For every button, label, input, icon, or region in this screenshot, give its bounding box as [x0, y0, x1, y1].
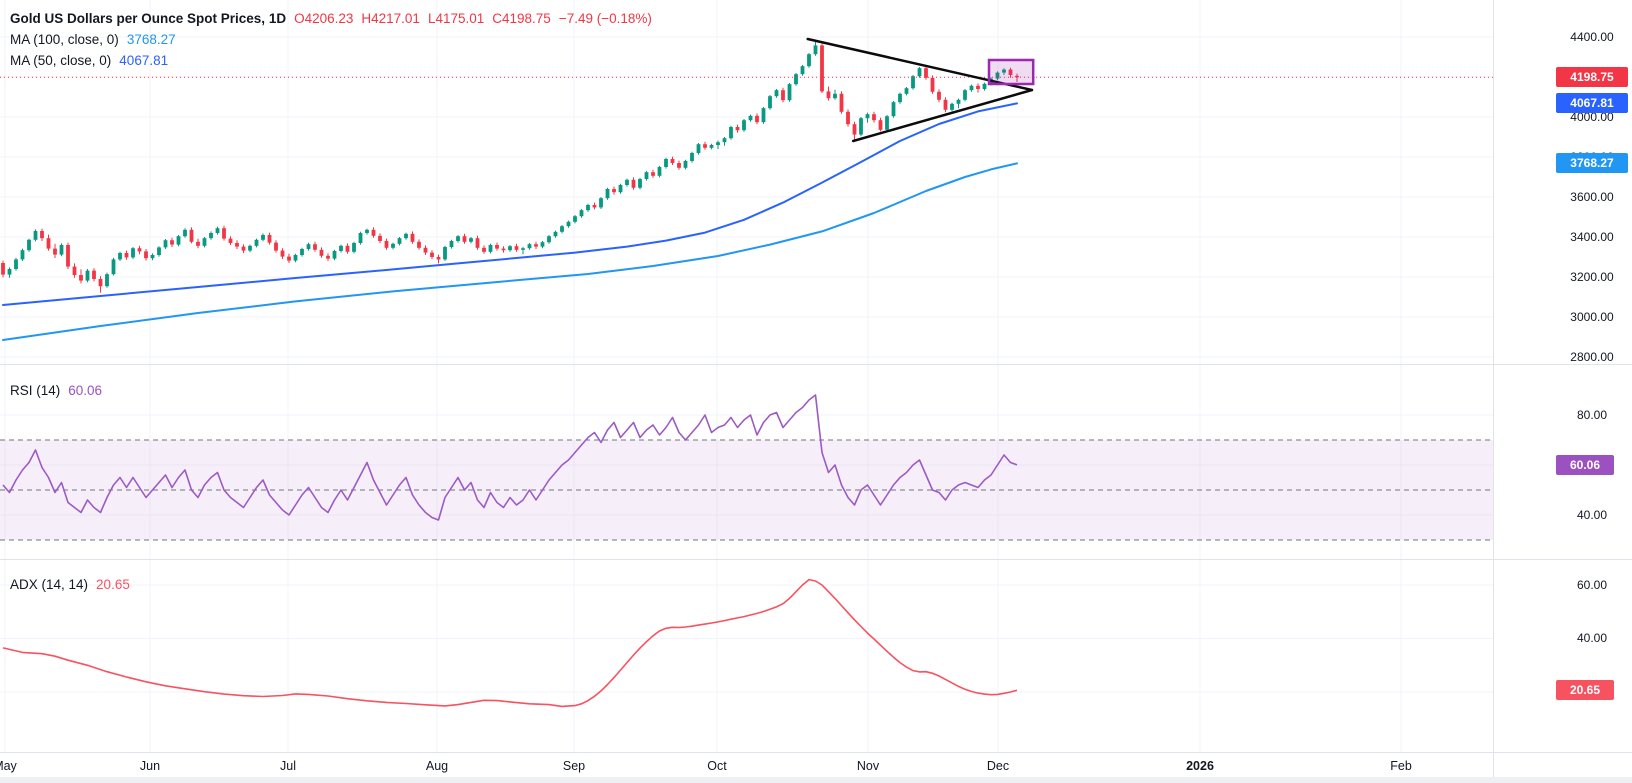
- close-price-badge: 4198.75: [1556, 67, 1628, 87]
- time-axis-label: Feb: [1390, 759, 1412, 773]
- rsi-value: 60.06: [68, 383, 103, 398]
- time-axis-label: Dec: [986, 759, 1010, 773]
- rsi-label: RSI (14): [10, 383, 61, 398]
- time-axis-label: Jun: [139, 759, 161, 773]
- adx-label: ADX (14, 14): [10, 577, 89, 592]
- ohlc-low: L4175.01: [427, 11, 485, 26]
- price-axis-label: 3400.00: [1570, 230, 1614, 244]
- price-axis-label: 3200.00: [1570, 270, 1614, 284]
- ohlc-high: H4217.01: [361, 11, 420, 26]
- ma100-legend-row[interactable]: MA (100, close, 0) 3768.27: [10, 32, 176, 47]
- time-axis-label: Nov: [856, 759, 880, 773]
- adx-badge: 20.65: [1556, 680, 1614, 700]
- ohlc-open: O4206.23: [294, 11, 354, 26]
- ma50-label: MA (50, close, 0): [10, 53, 112, 68]
- rsi-axis-label: 40.00: [1576, 508, 1608, 522]
- ohlc-close: C4198.75: [492, 11, 551, 26]
- price-axis-label: 3000.00: [1570, 310, 1614, 324]
- symbol-title: Gold US Dollars per Ounce Spot Prices, 1…: [10, 11, 287, 26]
- adx-axis-label: 60.00: [1576, 578, 1608, 592]
- adx-value: 20.65: [96, 577, 130, 592]
- price-axis-label: 3600.00: [1570, 190, 1614, 204]
- time-axis-label: Oct: [707, 759, 727, 773]
- ohlc-change: −7.49 (−0.18%): [558, 11, 652, 26]
- time-axis-label: Sep: [562, 759, 586, 773]
- ma100-badge: 3768.27: [1556, 153, 1628, 173]
- ma50-legend-row[interactable]: MA (50, close, 0) 4067.81: [10, 53, 168, 68]
- price-axis-label: 4000.00: [1570, 110, 1614, 124]
- rsi-axis-label: 80.00: [1576, 408, 1608, 422]
- ma100-value: 3768.27: [126, 32, 176, 47]
- time-axis-label: Jul: [280, 759, 296, 773]
- price-axis-label: 2800.00: [1570, 350, 1614, 364]
- window-bottom-strip: [0, 777, 1632, 783]
- price-axis-label: 4400.00: [1570, 30, 1614, 44]
- rsi-legend-row[interactable]: RSI (14) 60.06: [10, 383, 102, 398]
- adx-axis-label: 40.00: [1576, 631, 1608, 645]
- ma100-label: MA (100, close, 0): [10, 32, 119, 47]
- ma50-badge: 4067.81: [1556, 93, 1628, 113]
- rsi-badge: 60.06: [1556, 455, 1614, 475]
- symbol-legend-row[interactable]: Gold US Dollars per Ounce Spot Prices, 1…: [10, 11, 652, 26]
- time-axis-label: Aug: [425, 759, 449, 773]
- ma50-value: 4067.81: [119, 53, 169, 68]
- adx-legend-row[interactable]: ADX (14, 14) 20.65: [10, 577, 130, 592]
- time-axis-label: May: [0, 759, 17, 773]
- time-axis-label: 2026: [1186, 759, 1214, 773]
